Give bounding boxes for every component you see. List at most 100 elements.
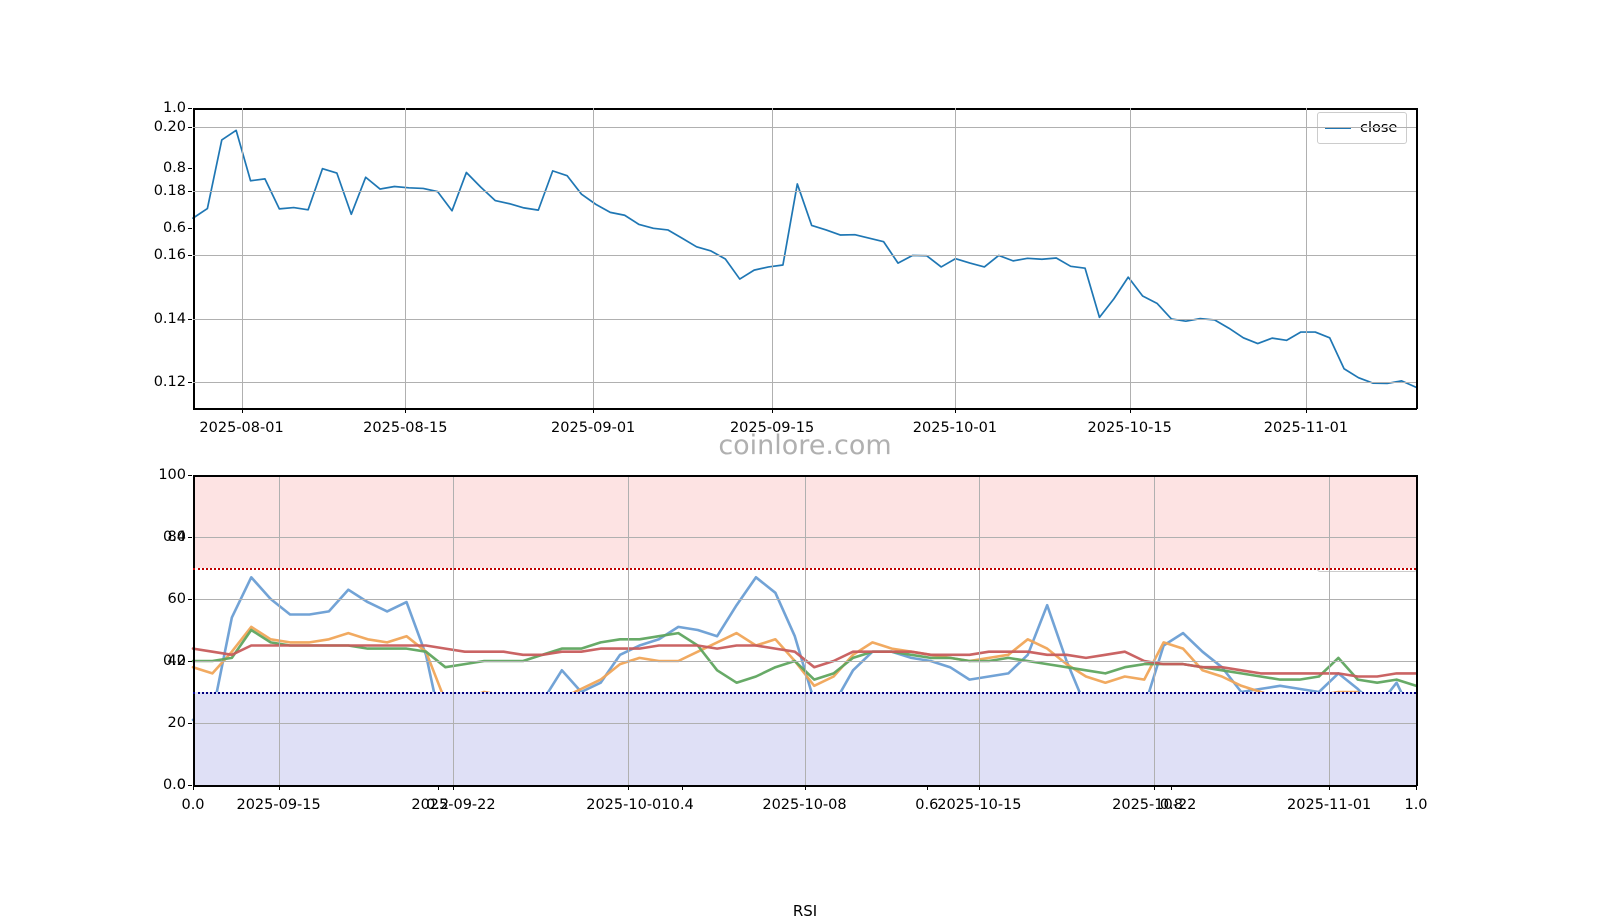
price-gridline-v	[405, 108, 407, 408]
price-gridline-v	[241, 108, 243, 408]
rsi-xtick-label: 2025-09-15	[236, 797, 321, 813]
price-ytick-label: 0.18	[153, 182, 186, 199]
rsi-xtick-label: 2025-09-22	[411, 797, 496, 813]
price-ytick	[188, 254, 192, 256]
price-xtick	[241, 409, 243, 413]
rsi-xtick-label-norm: 1.0	[1404, 797, 1428, 813]
rsi-xtick-label: 2025-11-01	[1287, 797, 1372, 813]
price-gridline-v	[1129, 108, 1131, 408]
rsi-gridline-v	[1154, 475, 1156, 785]
rsi-axis-bottom	[193, 785, 1417, 787]
rsi-xtick-norm	[193, 786, 194, 790]
rsi-xtick-label-norm: 0.4	[670, 797, 694, 813]
price-xtick-label: 2025-10-01	[912, 420, 998, 436]
rsi-oversold-line	[193, 692, 1416, 694]
rsi-xtick-label-norm: 0.6	[915, 797, 939, 813]
rsi-ytick-label-norm: 0.0	[162, 777, 186, 793]
rsi-xtick	[628, 786, 630, 790]
price-ytick-secondary	[188, 108, 192, 109]
price-xtick	[1129, 409, 1131, 413]
price-gridline-h	[193, 382, 1416, 384]
price-gridline-v	[1305, 108, 1307, 408]
chart-page: close RSI RSI 9RSI 14RSI 22RSI 42 coinlo…	[153, 100, 1428, 920]
rsi-gridline-v	[804, 475, 806, 785]
rsi-overbought-line	[193, 568, 1416, 570]
rsi-ytick-label: 80	[167, 529, 186, 545]
rsi-xtick-norm	[682, 786, 684, 790]
price-gridline-v	[593, 108, 595, 408]
rsi-xtick	[804, 786, 806, 790]
rsi-xtick-label: 2025-10-15	[937, 797, 1022, 813]
rsi-xtick-norm	[1171, 786, 1173, 790]
rsi-xtick-norm	[1416, 786, 1417, 790]
price-xtick-label: 2025-09-01	[551, 420, 636, 436]
rsi-ytick	[188, 723, 192, 724]
rsi-ytick-label-norm: 0.2	[162, 653, 186, 669]
price-gridline-h	[193, 254, 1416, 256]
price-gridline-v	[772, 108, 774, 408]
rsi-gridline-v	[453, 475, 455, 785]
rsi-gridline-v	[979, 475, 981, 785]
price-xtick-label: 2025-10-15	[1087, 420, 1172, 436]
price-xtick-label: 2025-09-15	[729, 420, 815, 436]
rsi-panel-title: RSI	[792, 902, 818, 920]
rsi-xtick-label-norm: 0.0	[181, 797, 205, 813]
price-ytick	[188, 382, 192, 384]
rsi-xtick-label: 2025-10-08	[762, 797, 847, 813]
rsi-xtick-norm	[926, 786, 928, 790]
price-gridline-h	[193, 190, 1416, 192]
price-gridline-v	[954, 108, 956, 408]
rsi-gridline-v	[278, 475, 280, 785]
rsi-ytick	[188, 599, 192, 600]
price-axis-bottom	[193, 408, 1417, 410]
rsi-axis-top	[193, 475, 1417, 477]
price-ytick-label: 0.12	[153, 374, 186, 391]
price-xtick	[954, 409, 956, 413]
price-ytick-secondary	[188, 228, 192, 229]
rsi-ytick-secondary	[188, 661, 192, 662]
price-plot-area	[192, 108, 1417, 408]
price-xtick	[1305, 409, 1307, 413]
price-ytick	[188, 127, 192, 129]
rsi-xtick	[1329, 786, 1331, 790]
price-gridline-h	[193, 127, 1416, 129]
rsi-axis-left	[193, 475, 195, 786]
price-xtick-label: 2025-11-01	[1263, 420, 1349, 436]
price-xtick	[405, 409, 407, 413]
rsi-xtick	[278, 786, 280, 790]
price-ytick-label-norm: 1.0	[162, 100, 186, 116]
watermark-coinlore: coinlore.com	[718, 430, 892, 461]
price-axis-right	[1416, 108, 1418, 409]
price-ytick-label: 0.16	[153, 246, 186, 263]
price-ytick	[188, 190, 192, 192]
price-axis-left	[193, 108, 195, 409]
price-xtick	[593, 409, 595, 413]
rsi-gridline-v	[628, 475, 630, 785]
price-line-svg	[192, 129, 1417, 389]
price-ytick-secondary	[188, 168, 192, 169]
rsi-xtick-norm	[437, 786, 439, 790]
rsi-xtick-label-norm: 0.2	[426, 797, 450, 813]
rsi-ytick-secondary	[188, 785, 192, 786]
price-ytick-label: 0.14	[153, 310, 186, 327]
price-ytick	[188, 318, 192, 320]
rsi-ytick-label: 0	[176, 777, 186, 793]
rsi-ytick	[188, 475, 192, 476]
price-ytick-label-norm: 0.6	[162, 220, 186, 236]
price-ytick-label: 0.20	[153, 119, 186, 136]
rsi-xtick-label-norm: 0.8	[1159, 797, 1183, 813]
rsi-xtick	[1154, 786, 1156, 790]
rsi-ytick-secondary	[188, 537, 192, 538]
rsi-xtick-label: 2025-10-22	[1112, 797, 1197, 813]
rsi-ytick-label-norm: 0.4	[162, 529, 186, 545]
price-ytick-label-norm: 0.8	[162, 160, 186, 176]
rsi-ytick-label: 100	[158, 467, 186, 483]
rsi-ytick-label: 20	[167, 715, 186, 731]
rsi-ytick-label: 60	[167, 591, 186, 607]
rsi-xtick	[453, 786, 455, 790]
rsi-ytick-label: 40	[167, 653, 186, 669]
price-xtick-label: 2025-08-01	[199, 420, 284, 436]
price-axis-top	[193, 108, 1417, 110]
rsi-axis-right	[1416, 475, 1418, 786]
price-gridline-h	[193, 318, 1416, 320]
